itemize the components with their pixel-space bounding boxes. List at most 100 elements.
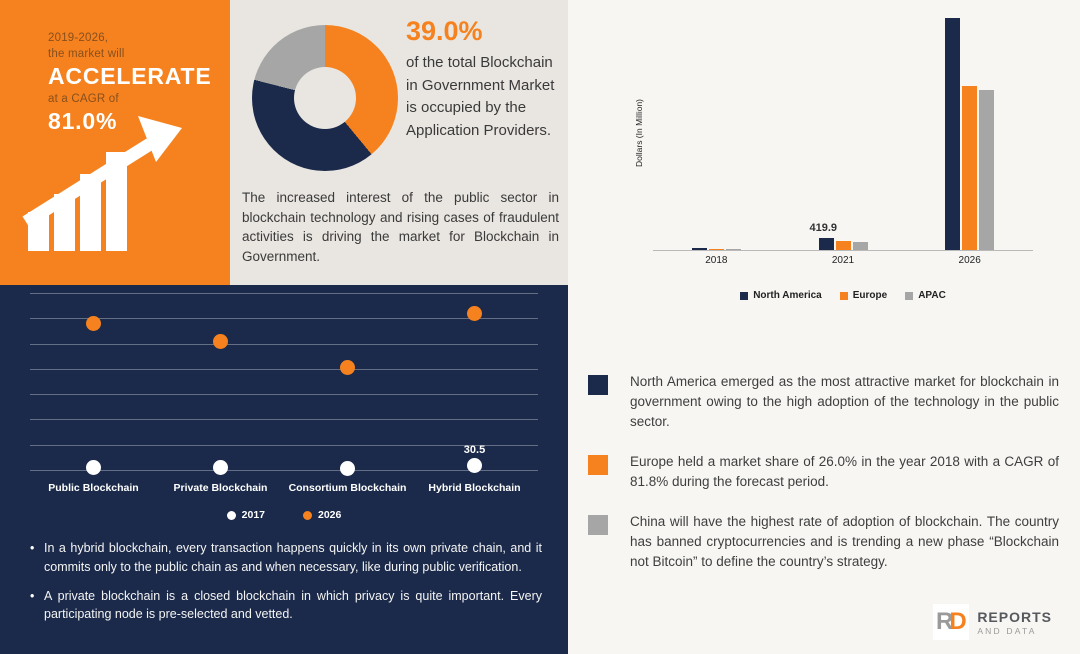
orange-square-bullet-icon bbox=[588, 454, 608, 475]
hybrid-definition-text: In a hybrid blockchain, every transactio… bbox=[44, 541, 542, 574]
insight-north-america-text: North America emerged as the most attrac… bbox=[630, 374, 1059, 429]
bar-europe-2021 bbox=[835, 241, 851, 250]
reports-and-data-logo: R D REPORTS AND DATA bbox=[933, 604, 1052, 640]
list-item-hybrid-blockchain: • In a hybrid blockchain, every transact… bbox=[30, 539, 542, 577]
dot-2017-hybrid-blockchain bbox=[467, 458, 482, 474]
x-tick-2026: 2026 bbox=[958, 255, 981, 266]
insight-north-america: North America emerged as the most attrac… bbox=[588, 372, 1059, 432]
donut-panel: 39.0% of the total Blockchain in Governm… bbox=[230, 0, 568, 285]
cagr-years: 2019-2026, bbox=[48, 32, 109, 44]
legend-north-america-swatch-icon bbox=[740, 291, 749, 300]
donut-stat-block: 39.0% of the total Blockchain in Governm… bbox=[406, 16, 558, 142]
legend-item-europe: Europe bbox=[839, 290, 888, 301]
dot-chart-gridline bbox=[30, 394, 538, 396]
legend-apac-label: APAC bbox=[918, 290, 946, 301]
rd-logo-mark-icon: R D bbox=[933, 604, 970, 640]
cagr-text-block: 2019-2026, the market will ACCELERATE at… bbox=[0, 0, 230, 136]
dot-2026-private-blockchain bbox=[213, 334, 228, 350]
logo-letter-r: R bbox=[935, 608, 953, 635]
legend-item-apac: APAC bbox=[905, 290, 946, 301]
legend-europe-swatch-icon bbox=[839, 291, 848, 300]
category-public-blockchain: Public Blockchain bbox=[48, 482, 139, 494]
key-insights-list: North America emerged as the most attrac… bbox=[588, 372, 1059, 572]
dot-column-private-blockchain bbox=[157, 293, 284, 476]
x-tick-2021: 2021 bbox=[831, 255, 855, 266]
insight-china-text: China will have the highest rate of adop… bbox=[630, 513, 1059, 569]
dot-chart-gridline bbox=[30, 470, 538, 471]
cagr-value: 81.0% bbox=[48, 108, 118, 135]
legend-item-north-america: North America bbox=[740, 290, 822, 301]
dot-chart-gridline bbox=[30, 444, 538, 446]
blockchain-definitions-list: • In a hybrid blockchain, every transact… bbox=[30, 539, 542, 634]
legend-item-2026: 2026 bbox=[303, 509, 341, 521]
market-driver-paragraph: The increased interest of the public sec… bbox=[242, 190, 559, 264]
bar-group-2018 bbox=[653, 15, 780, 250]
dot-column-public-blockchain bbox=[30, 293, 157, 475]
dot-2017-public-blockchain bbox=[86, 459, 101, 475]
cagr-accelerate: ACCELERATE bbox=[48, 63, 212, 90]
bar-north-america-2026 bbox=[945, 17, 961, 250]
bar-north-america-2021 bbox=[818, 237, 834, 250]
donut-hole bbox=[294, 67, 356, 129]
dot-column-hybrid-blockchain: 30.5 bbox=[411, 293, 538, 474]
legend-2017-dot-icon bbox=[226, 510, 236, 520]
dot-2017-private-blockchain bbox=[213, 460, 228, 476]
bar-apac-2021 bbox=[852, 242, 868, 250]
private-definition-text: A private blockchain is a closed blockch… bbox=[44, 588, 542, 622]
bar-group-2026 bbox=[906, 15, 1033, 250]
bar-chart-legend: North America Europe APAC bbox=[653, 290, 1033, 301]
dot-2026-public-blockchain bbox=[86, 315, 101, 331]
bar-north-america-2018 bbox=[691, 247, 707, 250]
cagr-panel: 2019-2026, the market will ACCELERATE at… bbox=[0, 0, 230, 285]
dot-chart-gridline bbox=[30, 318, 538, 320]
dot-2026-consortium-blockchain bbox=[340, 360, 355, 376]
donut-stat-value: 39.0% bbox=[406, 16, 483, 46]
dot-chart-plot: 30.5 bbox=[30, 293, 538, 476]
legend-2017-label: 2017 bbox=[241, 509, 265, 521]
category-private-blockchain: Private Blockchain bbox=[173, 482, 268, 494]
bar-chart-x-axis: 2018 2021 2026 bbox=[653, 255, 1033, 266]
dot-chart-legend: 2017 2026 bbox=[0, 509, 568, 521]
bar-chart-plot: 419.9 bbox=[653, 15, 1033, 251]
dot-2017-consortium-blockchain bbox=[340, 460, 355, 476]
insight-china: China will have the highest rate of adop… bbox=[588, 512, 1059, 572]
bar-europe-2018 bbox=[708, 248, 724, 250]
bullet-icon: • bbox=[30, 541, 35, 555]
cagr-at-a-cagr-of: at a CAGR of bbox=[48, 92, 119, 105]
blockchain-types-panel: 30.5 Public Blockchain Private Blockchai… bbox=[0, 285, 568, 654]
bar-chart-y-axis-label: Dollars (In Million) bbox=[634, 98, 644, 167]
donut-stat-caption: of the total Blockchain in Government Ma… bbox=[406, 54, 555, 139]
regional-panel: Dollars (In Million) 419.9 2018 2021 202… bbox=[568, 0, 1080, 654]
x-tick-2018: 2018 bbox=[705, 255, 728, 266]
list-item-private-blockchain: • A private blockchain is a closed block… bbox=[30, 587, 542, 625]
dot-column-consortium-blockchain bbox=[284, 293, 411, 476]
logo-wordmark: REPORTS AND DATA bbox=[977, 609, 1052, 636]
bar-apac-2026 bbox=[979, 89, 995, 250]
navy-square-bullet-icon bbox=[588, 375, 608, 395]
bar-apac-2018 bbox=[725, 248, 741, 250]
cagr-market-will: the market will bbox=[48, 48, 125, 61]
dot-chart-value-label: 30.5 bbox=[463, 443, 486, 456]
dot-chart-gridline bbox=[30, 343, 538, 345]
dot-chart-gridline bbox=[30, 368, 538, 370]
dot-2026-hybrid-blockchain bbox=[467, 305, 482, 321]
logo-line-and-data: AND DATA bbox=[977, 625, 1037, 636]
category-consortium-blockchain: Consortium Blockchain bbox=[288, 482, 407, 494]
donut-chart bbox=[252, 25, 398, 171]
dot-chart-gridline bbox=[30, 293, 538, 294]
legend-north-america-label: North America bbox=[753, 290, 822, 301]
logo-line-reports: REPORTS bbox=[977, 608, 1052, 625]
bar-group-2021: 419.9 bbox=[780, 15, 907, 250]
category-hybrid-blockchain: Hybrid Blockchain bbox=[428, 482, 521, 494]
dot-chart-gridline bbox=[30, 419, 538, 421]
insight-europe: Europe held a market share of 26.0% in t… bbox=[588, 452, 1059, 492]
legend-apac-swatch-icon bbox=[905, 291, 914, 300]
legend-item-2017: 2017 bbox=[226, 509, 265, 521]
legend-europe-label: Europe bbox=[852, 290, 888, 301]
insight-europe-text: Europe held a market share of 26.0% in t… bbox=[630, 453, 1059, 489]
dot-chart-category-row: Public Blockchain Private Blockchain Con… bbox=[30, 482, 538, 494]
bullet-icon: • bbox=[30, 588, 35, 603]
growth-chart-icon bbox=[22, 116, 182, 251]
bar-data-label-2021: 419.9 bbox=[809, 221, 837, 234]
